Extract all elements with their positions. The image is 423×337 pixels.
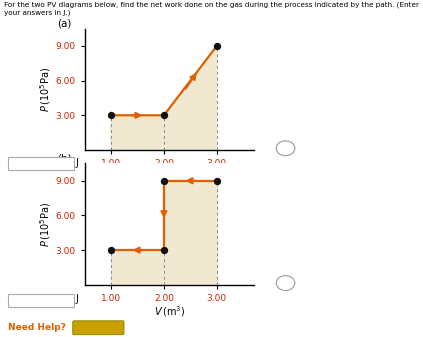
Point <box>161 113 168 118</box>
Point <box>161 247 168 253</box>
Point <box>214 43 220 49</box>
Text: J: J <box>75 158 78 168</box>
Text: (b): (b) <box>57 154 72 164</box>
X-axis label: $V\,(\mathrm{m}^3)$: $V\,(\mathrm{m}^3)$ <box>154 170 185 184</box>
Point <box>214 178 220 183</box>
Polygon shape <box>111 181 217 285</box>
Point <box>107 247 114 253</box>
X-axis label: $V\,(\mathrm{m}^3)$: $V\,(\mathrm{m}^3)$ <box>154 304 185 319</box>
Text: For the two PV diagrams below, find the net work done on the gas during the proc: For the two PV diagrams below, find the … <box>4 2 419 16</box>
Text: Need Help?: Need Help? <box>8 323 66 332</box>
Text: Read It: Read It <box>84 320 113 330</box>
Y-axis label: $P\,(10^5\mathrm{Pa})$: $P\,(10^5\mathrm{Pa})$ <box>38 202 53 247</box>
Y-axis label: $P\,(10^5\mathrm{Pa})$: $P\,(10^5\mathrm{Pa})$ <box>38 67 53 112</box>
Polygon shape <box>111 46 217 150</box>
Text: i: i <box>284 144 287 153</box>
Text: (a): (a) <box>57 19 71 29</box>
Text: i: i <box>284 279 287 287</box>
Text: J: J <box>75 294 78 304</box>
Point <box>161 178 168 183</box>
Point <box>107 113 114 118</box>
